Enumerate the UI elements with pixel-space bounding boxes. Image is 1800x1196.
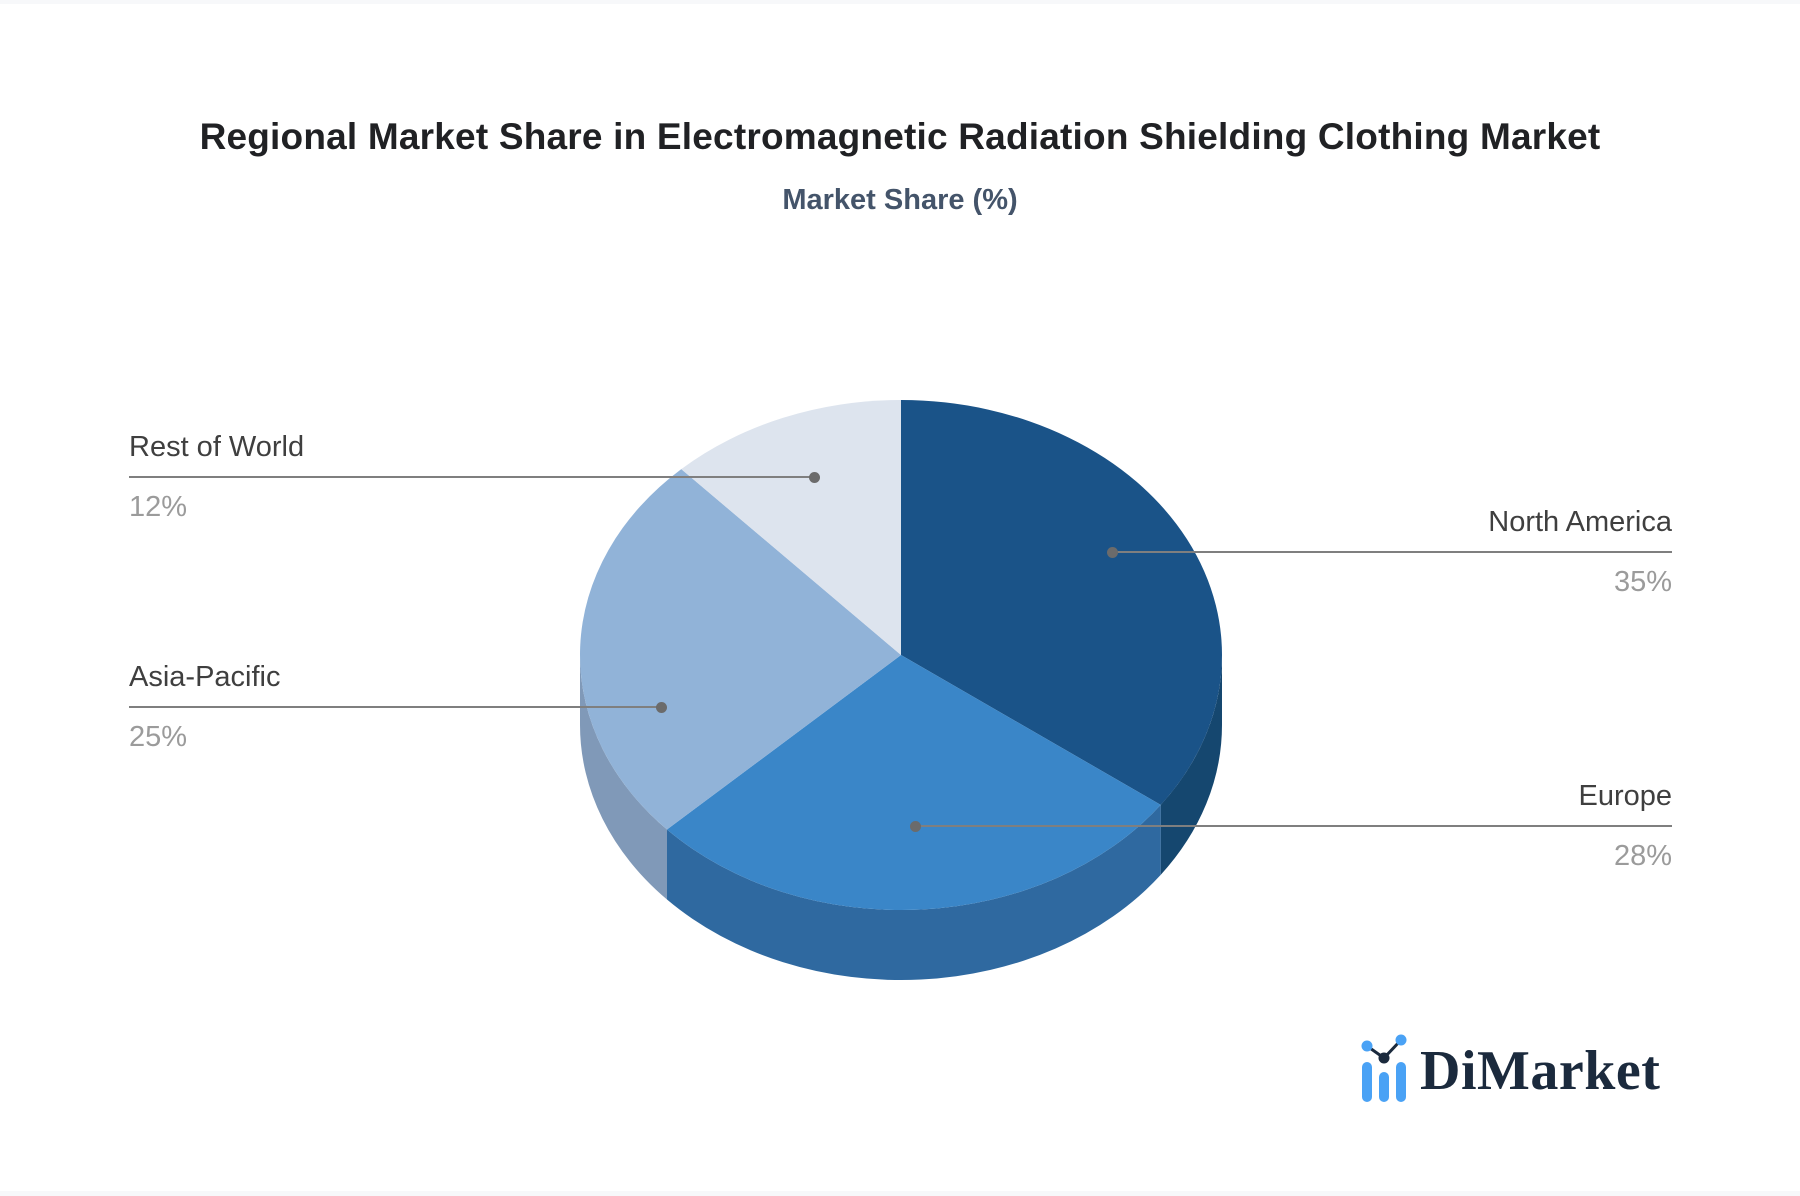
pie-slice-asia-pacific — [580, 469, 901, 830]
callout-europe: Europe 28% — [910, 780, 1672, 872]
callout-label: North America — [1488, 506, 1672, 538]
logo-bar-1 — [1362, 1062, 1372, 1102]
callout-percent: 35% — [1613, 566, 1672, 598]
callout-percent: 28% — [1613, 840, 1672, 872]
callout-percent: 12% — [129, 491, 188, 523]
brand-logo: DiMarket — [1360, 1030, 1660, 1108]
pie-slice-europe — [667, 655, 1161, 911]
leader-dot — [809, 472, 820, 483]
callout-asia-pacific: Asia-Pacific 25% — [129, 661, 667, 753]
page-title: Regional Market Share in Electromagnetic… — [199, 116, 1601, 157]
pie-side-north-america — [1160, 655, 1222, 875]
leader-line — [129, 702, 667, 713]
callout-north-america: North America 35% — [1107, 506, 1672, 598]
pie-side-europe — [667, 804, 1161, 980]
page-subtitle: Market Share (%) — [782, 184, 1018, 216]
logo-dot-2 — [1378, 1052, 1390, 1064]
pie-slice-north-america — [901, 400, 1222, 805]
logo-dot-1 — [1361, 1040, 1373, 1052]
bottom-edge-strip — [0, 1191, 1800, 1196]
callout-rest-of-world: Rest of World 12% — [129, 431, 820, 523]
pie-slice-rest-of-world — [681, 400, 901, 655]
logo-bar-2 — [1379, 1072, 1389, 1102]
leader-dot — [1107, 547, 1118, 558]
callout-label: Rest of World — [129, 431, 305, 463]
leader-dot — [910, 821, 921, 832]
logo-bar-3 — [1396, 1062, 1406, 1102]
leader-line — [129, 472, 820, 483]
leader-line — [1107, 547, 1672, 558]
callout-percent: 25% — [129, 721, 188, 753]
callout-label: Asia-Pacific — [129, 661, 281, 693]
logo-dot-3 — [1395, 1034, 1407, 1046]
logo-text: DiMarket — [1420, 1040, 1661, 1102]
leader-line — [910, 821, 1672, 832]
bar-chart-trend-icon — [1361, 1034, 1407, 1102]
leader-dot — [656, 702, 667, 713]
pie-side-asia-pacific — [580, 655, 668, 900]
callout-label: Europe — [1578, 780, 1672, 812]
top-edge-strip — [0, 0, 1800, 4]
